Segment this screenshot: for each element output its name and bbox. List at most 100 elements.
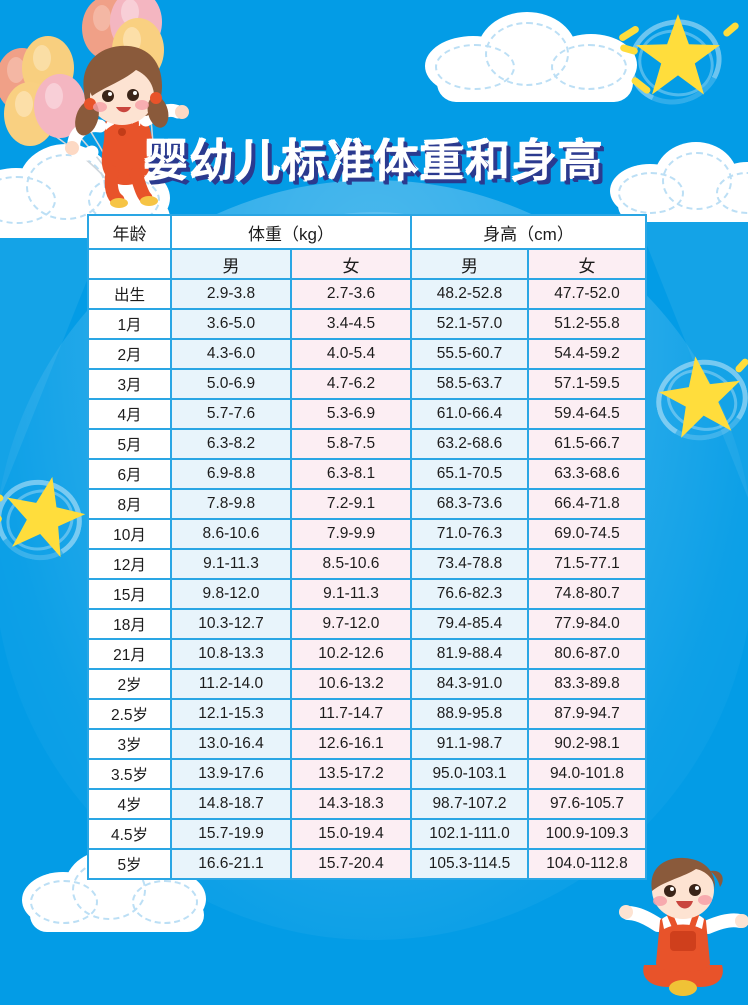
cell-age: 3.5岁 [87, 758, 172, 790]
cell-height-female: 87.9-94.7 [526, 698, 648, 730]
table-row: 5月 6.3-8.2 5.8-7.5 63.2-68.6 61.5-66.7 [87, 428, 648, 460]
cell-weight-male: 3.6-5.0 [170, 308, 292, 340]
header-weight: 体重（kg） [170, 214, 412, 250]
cell-age: 18月 [87, 608, 172, 640]
girl-with-balloons [0, 0, 250, 215]
table-row: 4月 5.7-7.6 5.3-6.9 61.0-66.4 59.4-64.5 [87, 398, 648, 430]
cell-height-male: 91.1-98.7 [410, 728, 529, 760]
table-header-sub-row: 男 女 男 女 [87, 248, 648, 280]
table-row: 18月 10.3-12.7 9.7-12.0 79.4-85.4 77.9-84.0 [87, 608, 648, 640]
cell-weight-female: 4.0-5.4 [290, 338, 412, 370]
cell-height-male: 105.3-114.5 [410, 848, 529, 880]
cloud-bottom-left [22, 850, 212, 932]
cell-height-male: 73.4-78.8 [410, 548, 529, 580]
cell-age: 6月 [87, 458, 172, 490]
table-row: 21月 10.8-13.3 10.2-12.6 81.9-88.4 80.6-87.0 [87, 638, 648, 670]
cell-height-male: 65.1-70.5 [410, 458, 529, 490]
cell-height-female: 51.2-55.8 [526, 308, 648, 340]
cell-age: 3岁 [87, 728, 172, 760]
cell-weight-male: 6.9-8.8 [170, 458, 292, 490]
cell-height-female: 59.4-64.5 [526, 398, 648, 430]
cell-age: 出生 [87, 278, 172, 310]
cell-age: 4月 [87, 398, 172, 430]
cell-weight-female: 4.7-6.2 [290, 368, 412, 400]
header-age: 年龄 [87, 214, 172, 250]
table-row: 2.5岁 12.1-15.3 11.7-14.7 88.9-95.8 87.9-94.7 [87, 698, 648, 730]
cell-weight-female: 14.3-18.3 [290, 788, 412, 820]
cell-height-male: 58.5-63.7 [410, 368, 529, 400]
table-row: 15月 9.8-12.0 9.1-11.3 76.6-82.3 74.8-80.7 [87, 578, 648, 610]
cell-weight-male: 4.3-6.0 [170, 338, 292, 370]
cell-height-male: 88.9-95.8 [410, 698, 529, 730]
cell-age: 1月 [87, 308, 172, 340]
cell-weight-female: 5.3-6.9 [290, 398, 412, 430]
table-body: 出生 2.9-3.8 2.7-3.6 48.2-52.8 47.7-52.0 1月 3.6-… [87, 278, 648, 880]
star-left [0, 468, 90, 574]
cell-height-female: 66.4-71.8 [526, 488, 648, 520]
cell-age: 15月 [87, 578, 172, 610]
star-right [648, 348, 748, 452]
cell-weight-male: 2.9-3.8 [170, 278, 292, 310]
header-height: 身高（cm） [409, 214, 648, 250]
cell-weight-female: 8.5-10.6 [290, 548, 412, 580]
cell-height-female: 104.0-112.8 [526, 848, 648, 880]
table-row: 6月 6.9-8.8 6.3-8.1 65.1-70.5 63.3-68.6 [87, 458, 648, 490]
table-row: 4岁 14.8-18.7 14.3-18.3 98.7-107.2 97.6-105.7 [87, 788, 648, 820]
cell-height-male: 68.3-73.6 [410, 488, 529, 520]
table-row: 3月 5.0-6.9 4.7-6.2 58.5-63.7 57.1-59.5 [87, 368, 648, 400]
cell-weight-male: 5.7-7.6 [170, 398, 292, 430]
background-wedge-right [628, 198, 748, 498]
cell-height-male: 98.7-107.2 [410, 788, 529, 820]
cell-height-female: 77.9-84.0 [526, 608, 648, 640]
page-title: 婴幼儿标准体重和身高 [144, 137, 604, 186]
cell-height-female: 83.3-89.8 [526, 668, 648, 700]
cell-height-female: 63.3-68.6 [526, 458, 648, 490]
cell-weight-male: 9.8-12.0 [170, 578, 292, 610]
cell-height-male: 48.2-52.8 [410, 278, 529, 310]
cell-height-female: 94.0-101.8 [526, 758, 648, 790]
table-row: 4.5岁 15.7-19.9 15.0-19.4 102.1-111.0 100.9-1… [87, 818, 648, 850]
cell-height-male: 76.6-82.3 [410, 578, 529, 610]
cell-weight-female: 15.0-19.4 [290, 818, 412, 850]
cell-height-male: 63.2-68.6 [410, 428, 529, 460]
cell-weight-female: 9.1-11.3 [290, 578, 412, 610]
cell-weight-female: 5.8-7.5 [290, 428, 412, 460]
cell-age: 5月 [87, 428, 172, 460]
star-top-right [617, 7, 741, 118]
cell-height-female: 71.5-77.1 [526, 548, 648, 580]
table-row: 3岁 13.0-16.4 12.6-16.1 91.1-98.7 90.2-98.1 [87, 728, 648, 760]
cell-weight-female: 11.7-14.7 [290, 698, 412, 730]
cell-weight-female: 7.2-9.1 [290, 488, 412, 520]
cell-weight-female: 6.3-8.1 [290, 458, 412, 490]
cell-age: 12月 [87, 548, 172, 580]
cell-age: 8月 [87, 488, 172, 520]
table-row: 3.5岁 13.9-17.6 13.5-17.2 95.0-103.1 94.0-101… [87, 758, 648, 790]
cell-weight-female: 3.4-4.5 [290, 308, 412, 340]
cell-weight-male: 13.9-17.6 [170, 758, 292, 790]
header-height-female: 女 [526, 248, 648, 280]
table-row: 出生 2.9-3.8 2.7-3.6 48.2-52.8 47.7-52.0 [87, 278, 648, 310]
cell-height-male: 95.0-103.1 [410, 758, 529, 790]
cell-height-male: 79.4-85.4 [410, 608, 529, 640]
header-sub-blank [87, 248, 172, 280]
cell-age: 10月 [87, 518, 172, 550]
cell-weight-female: 13.5-17.2 [290, 758, 412, 790]
cell-weight-male: 11.2-14.0 [170, 668, 292, 700]
cell-weight-male: 9.1-11.3 [170, 548, 292, 580]
cell-weight-female: 9.7-12.0 [290, 608, 412, 640]
growth-chart-table: 年龄 体重（kg） 身高（cm） 男 女 男 女 出生 2.9-3.8 2.7-3.… [87, 214, 648, 880]
cloud-top-right [425, 10, 645, 102]
table-row: 2岁 11.2-14.0 10.6-13.2 84.3-91.0 83.3-89.8 [87, 668, 648, 700]
cell-weight-female: 2.7-3.6 [290, 278, 412, 310]
cell-height-male: 61.0-66.4 [410, 398, 529, 430]
cell-height-male: 55.5-60.7 [410, 338, 529, 370]
cell-height-female: 100.9-109.3 [526, 818, 648, 850]
cell-height-male: 84.3-91.0 [410, 668, 529, 700]
boy-sitting [618, 855, 748, 1000]
table-row: 5岁 16.6-21.1 15.7-20.4 105.3-114.5 104.0-112… [87, 848, 648, 880]
cell-height-female: 90.2-98.1 [526, 728, 648, 760]
cell-weight-male: 15.7-19.9 [170, 818, 292, 850]
table-row: 10月 8.6-10.6 7.9-9.9 71.0-76.3 69.0-74.5 [87, 518, 648, 550]
cell-weight-male: 6.3-8.2 [170, 428, 292, 460]
cell-age: 21月 [87, 638, 172, 670]
